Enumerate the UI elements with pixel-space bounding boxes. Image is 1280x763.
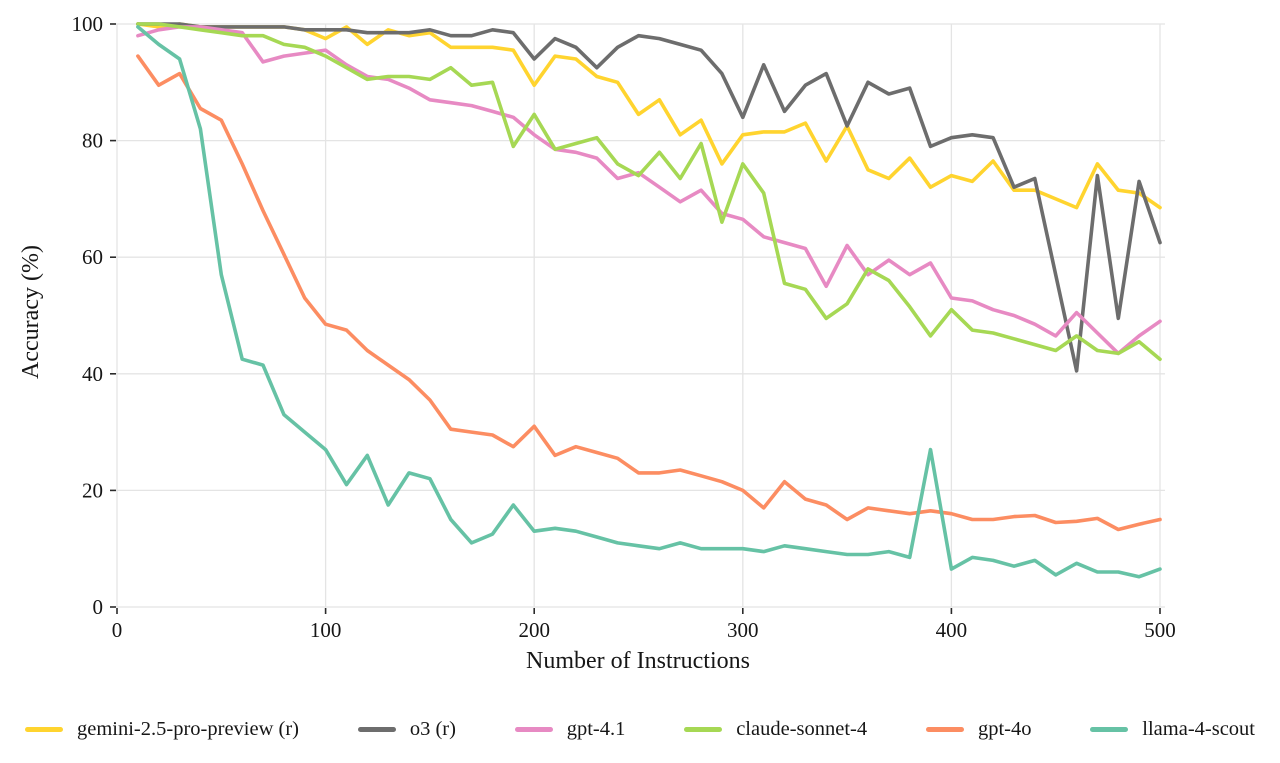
legend-label: gpt-4o	[977, 717, 1032, 740]
legend-swatch-icon	[514, 726, 553, 732]
legend-swatch-icon	[25, 726, 63, 732]
x-tick-label: 500	[1144, 618, 1176, 642]
legend-swatch-icon	[357, 726, 396, 732]
x-tick-label: 100	[310, 618, 342, 642]
series-line-llama-4-scout	[136, 25, 1162, 579]
chart-legend: gemini-2.5-pro-preview (r) o3 (r) gpt-4.1 c…	[25, 712, 1255, 746]
legend-item-claude-sonnet-4: claude-sonnet-4	[684, 718, 867, 741]
legend-item-gemini-2-5-pro-preview-r: gemini-2.5-pro-preview (r)	[25, 718, 299, 741]
legend-label: gpt-4.1	[566, 717, 626, 740]
axis-labels: 0 20 40 60 80 100 0 100 200 300 400 500	[72, 12, 1176, 642]
data-series	[136, 22, 1162, 579]
gridlines	[116, 23, 1165, 608]
legend-swatch-icon	[684, 726, 723, 732]
y-tick-label: 60	[82, 245, 103, 269]
y-tick-label: 20	[82, 478, 103, 502]
series-line-gpt-4o	[136, 54, 1162, 532]
legend-swatch-icon	[925, 726, 964, 732]
x-tick-label: 0	[112, 618, 123, 642]
x-tick-label: 200	[518, 618, 550, 642]
y-tick-label: 40	[82, 362, 103, 386]
x-tick-label: 300	[727, 618, 759, 642]
legend-item-gpt-4-1: gpt-4.1	[514, 717, 626, 741]
series-line-o3-r	[136, 22, 1162, 373]
y-axis-title: Accuracy (%)	[18, 245, 44, 379]
y-tick-label: 80	[82, 129, 103, 153]
legend-label: llama-4-scout	[1142, 717, 1255, 740]
x-tick-label: 400	[936, 618, 968, 642]
legend-label: gemini-2.5-pro-preview (r)	[77, 717, 299, 740]
y-tick-label: 0	[93, 595, 104, 619]
series-line-claude-sonnet-4	[136, 22, 1162, 362]
legend-item-o3-r: o3 (r)	[357, 717, 456, 741]
legend-item-llama-4-scout: llama-4-scout	[1090, 718, 1255, 741]
legend-label: o3 (r)	[409, 717, 456, 740]
legend-swatch-icon	[1090, 726, 1129, 732]
series-line-gpt-4-1	[136, 25, 1162, 356]
axis-ticks	[110, 23, 1161, 614]
y-tick-label: 100	[72, 12, 104, 36]
legend-label: claude-sonnet-4	[736, 717, 868, 740]
legend-item-gpt-4o: gpt-4o	[925, 717, 1032, 741]
x-axis-title: Number of Instructions	[526, 648, 750, 674]
